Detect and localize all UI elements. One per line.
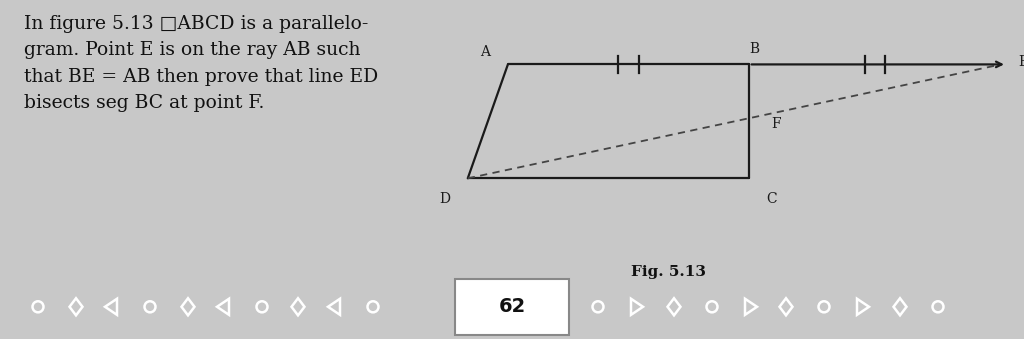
Text: A: A: [480, 45, 489, 59]
Text: D: D: [439, 192, 451, 206]
Text: B: B: [750, 42, 760, 56]
Text: 62: 62: [499, 297, 525, 316]
Text: C: C: [766, 192, 777, 206]
Text: F: F: [772, 117, 781, 131]
Text: Fig. 5.13: Fig. 5.13: [631, 265, 706, 279]
Text: In figure 5.13 □ABCD is a parallelo-
gram. Point E is on the ray AB such
that BE: In figure 5.13 □ABCD is a parallelo- gra…: [25, 15, 379, 112]
FancyBboxPatch shape: [455, 279, 569, 335]
Text: E: E: [1018, 55, 1024, 69]
